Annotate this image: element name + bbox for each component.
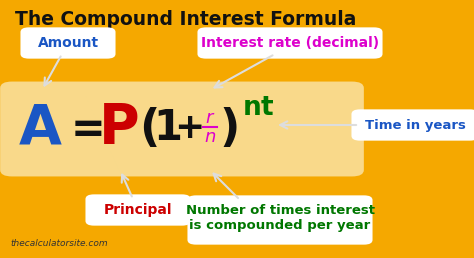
FancyBboxPatch shape [0,82,364,176]
Text: $\mathbf{P}$: $\mathbf{P}$ [98,101,138,155]
Text: is compounded per year: is compounded per year [190,219,371,231]
Text: The Compound Interest Formula: The Compound Interest Formula [15,10,356,29]
FancyBboxPatch shape [85,194,191,226]
FancyBboxPatch shape [351,109,474,141]
Text: $\mathit{n}$: $\mathit{n}$ [204,128,216,146]
Text: thecalculatorsite.com: thecalculatorsite.com [10,239,108,248]
Text: $\mathit{r}$: $\mathit{r}$ [205,109,215,127]
Text: Principal: Principal [104,203,172,217]
Text: $\mathbf{=}$: $\mathbf{=}$ [62,107,102,149]
Text: Number of times interest: Number of times interest [185,204,374,216]
Text: $\mathbf{A}$: $\mathbf{A}$ [18,101,63,155]
Text: $\mathbf{nt}$: $\mathbf{nt}$ [242,95,274,121]
Text: $\mathbf{)}$: $\mathbf{)}$ [219,106,237,150]
Text: $\mathbf{+}$: $\mathbf{+}$ [174,111,202,145]
Text: Amount: Amount [37,36,99,50]
Text: Interest rate (decimal): Interest rate (decimal) [201,36,379,50]
FancyBboxPatch shape [198,27,383,59]
FancyBboxPatch shape [20,27,116,59]
FancyBboxPatch shape [188,195,373,245]
Text: $\mathbf{1}$: $\mathbf{1}$ [153,107,181,149]
Text: Time in years: Time in years [365,118,465,132]
Text: $\mathbf{(}$: $\mathbf{(}$ [138,106,157,150]
